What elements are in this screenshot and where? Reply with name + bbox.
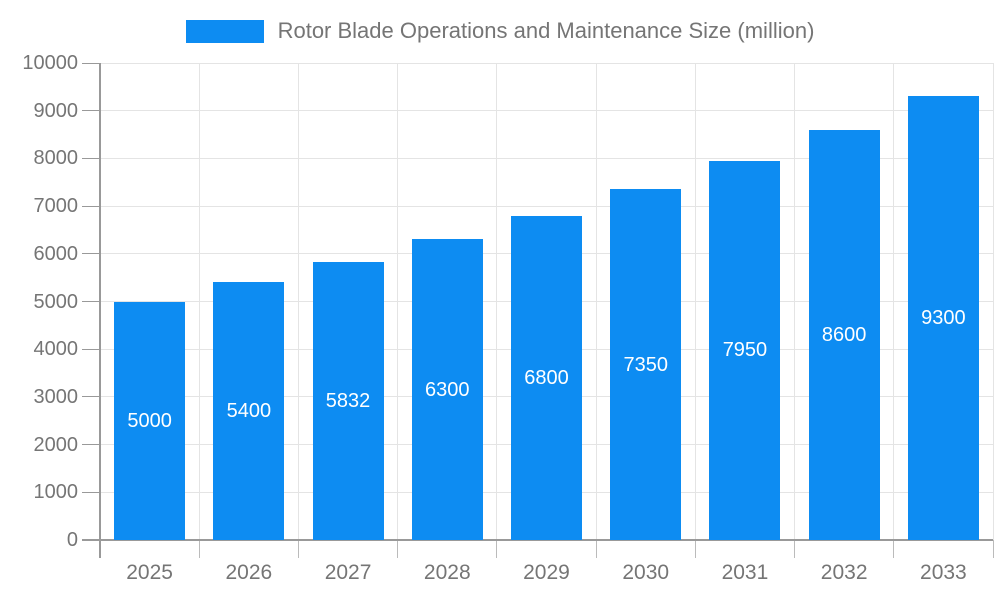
bar-2031 [709, 160, 781, 540]
x-axis-tick [893, 540, 895, 558]
x-axis-category-label: 2032 [820, 561, 868, 584]
gridline-vertical [397, 63, 399, 540]
x-axis-tick [794, 540, 796, 558]
y-axis-tick [82, 62, 100, 64]
bar-value-label: 9300 [921, 307, 966, 330]
legend-swatch [185, 19, 264, 43]
x-axis-category-label: 2027 [324, 561, 372, 584]
y-axis-tick-label: 4000 [33, 338, 79, 361]
x-axis-tick [297, 540, 299, 558]
y-axis-tick-label: 10000 [22, 52, 78, 74]
y-axis-tick [82, 110, 100, 112]
gridline-horizontal [100, 157, 993, 159]
y-axis-tick-label: 2000 [33, 433, 79, 456]
bar-2032 [808, 129, 880, 540]
gridline-horizontal [100, 110, 993, 112]
y-axis-tick-label: 0 [66, 529, 78, 551]
x-axis-category-label: 2031 [721, 561, 769, 584]
y-axis-tick [82, 491, 100, 493]
y-axis-tick-label: 6000 [33, 242, 79, 265]
bar-value-label: 5832 [325, 389, 371, 412]
gridline-vertical [694, 63, 696, 540]
y-axis-tick-label: 9000 [33, 99, 79, 122]
bar-2027 [312, 261, 384, 540]
y-axis-tick-label: 3000 [33, 385, 79, 408]
bar-value-label: 7350 [623, 353, 668, 376]
y-axis-tick [82, 301, 100, 302]
x-axis-category-label: 2030 [622, 561, 670, 584]
x-axis-category-label: 2025 [126, 561, 173, 584]
y-axis-tick [82, 157, 100, 159]
x-axis-category-label: 2026 [225, 561, 273, 584]
gridline-vertical [496, 63, 498, 540]
y-axis-tick [82, 444, 100, 446]
y-axis-tick-label: 7000 [33, 195, 79, 218]
y-axis-tick-label: 1000 [33, 481, 79, 504]
x-axis-tick [198, 540, 200, 558]
x-axis-tick [992, 540, 994, 558]
y-axis-tick [82, 205, 100, 207]
y-axis-tick [82, 396, 100, 398]
x-axis-tick [397, 540, 399, 558]
bar-2033 [907, 96, 979, 540]
x-axis-category-label: 2028 [423, 561, 471, 584]
gridline-vertical [198, 63, 200, 540]
gridline-horizontal [100, 205, 993, 207]
gridline-vertical [992, 63, 994, 540]
bar-value-label: 5000 [127, 409, 172, 432]
y-axis-tick [82, 253, 100, 255]
y-axis-tick-label: 8000 [33, 147, 79, 170]
x-axis-line [82, 539, 993, 541]
y-axis-line [99, 63, 101, 558]
bar-value-label: 8600 [821, 323, 867, 346]
bar-2025 [114, 301, 186, 540]
bar-value-label: 5400 [226, 400, 272, 423]
x-axis-tick [694, 540, 696, 558]
gridline-horizontal [100, 62, 993, 64]
x-axis-tick [595, 540, 597, 558]
bar-value-label: 6800 [524, 366, 569, 389]
bar-value-label: 7950 [722, 339, 768, 362]
bar-2026 [213, 282, 285, 540]
gridline-vertical [595, 63, 597, 540]
legend-label: Rotor Blade Operations and Maintenance S… [277, 18, 815, 43]
bar-2029 [511, 215, 582, 540]
y-axis-tick [82, 348, 100, 350]
gridline-vertical [893, 63, 895, 540]
x-axis-category-label: 2029 [523, 561, 570, 584]
gridline-vertical [297, 63, 299, 540]
x-axis-tick [496, 540, 498, 558]
bar-value-label: 6300 [425, 378, 470, 401]
gridline-vertical [794, 63, 796, 540]
x-axis-category-label: 2033 [920, 561, 967, 584]
bar-2028 [411, 239, 483, 540]
bar-2030 [610, 189, 682, 540]
y-axis-tick-label: 5000 [33, 290, 79, 313]
chart-legend: Rotor Blade Operations and Maintenance S… [0, 18, 1000, 44]
